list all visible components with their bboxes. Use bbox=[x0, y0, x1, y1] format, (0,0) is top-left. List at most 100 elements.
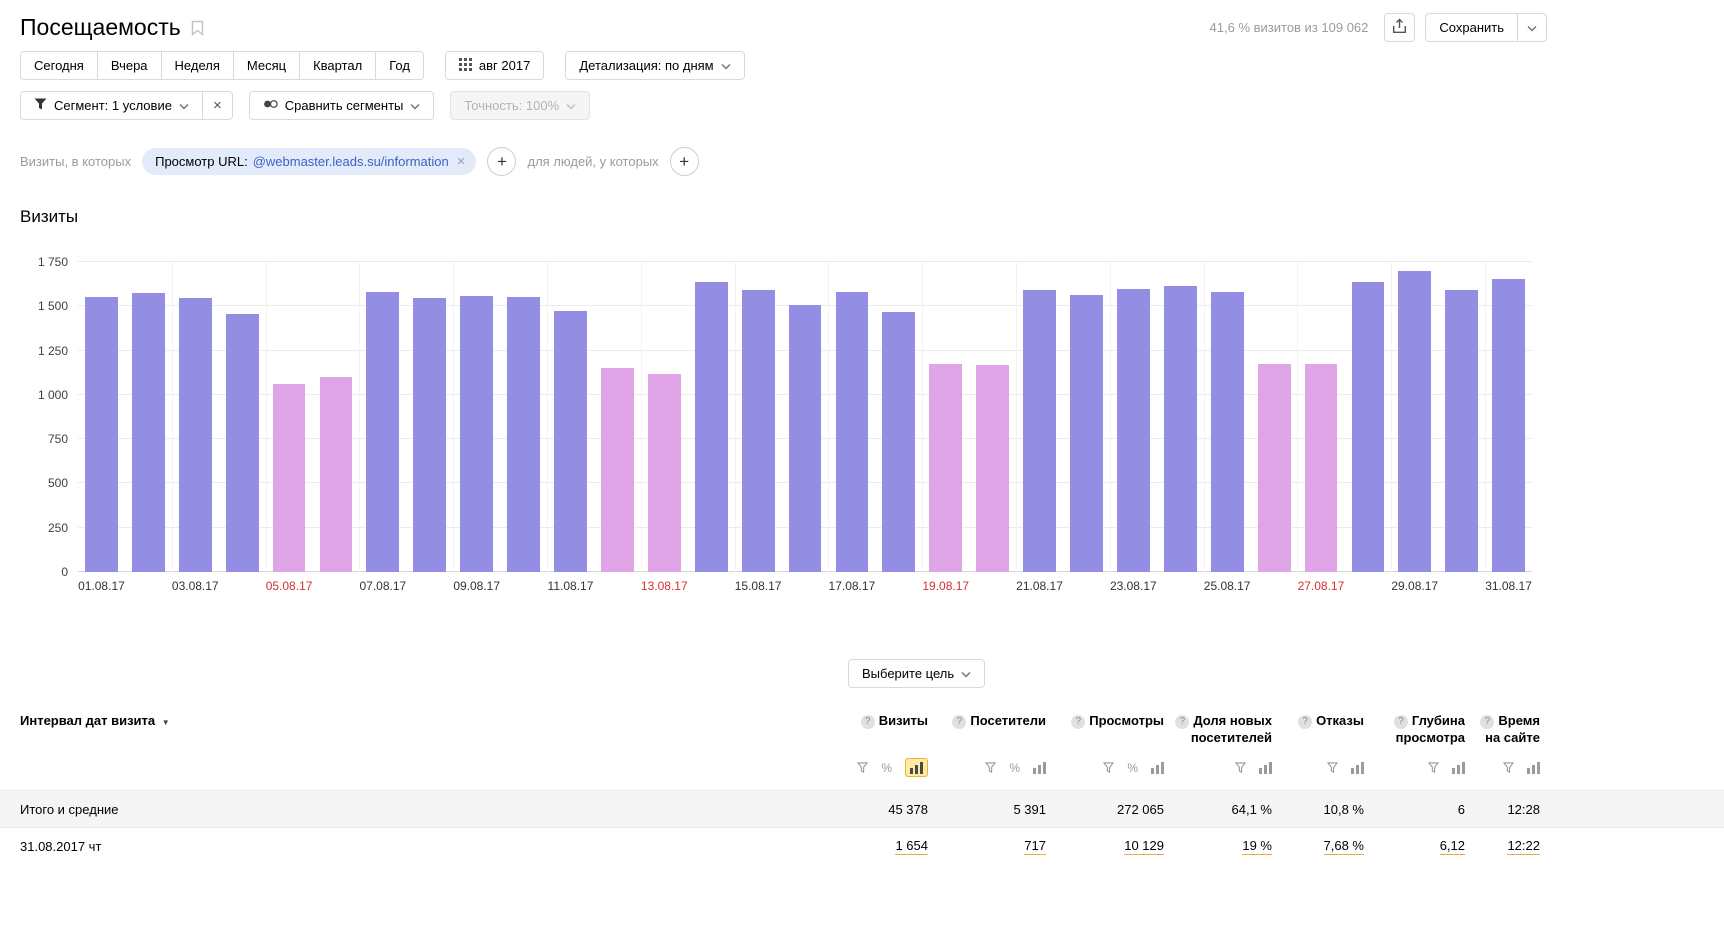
select-goal-button[interactable]: Выберите цель bbox=[848, 659, 986, 688]
bar-22.08.17[interactable] bbox=[1070, 294, 1103, 572]
bar-21.08.17[interactable] bbox=[1023, 290, 1056, 572]
bar-06.08.17[interactable] bbox=[319, 377, 353, 572]
period-button-5[interactable]: Год bbox=[375, 51, 424, 80]
percent-icon[interactable]: % bbox=[1009, 760, 1020, 775]
active-metric-icon[interactable] bbox=[905, 758, 928, 777]
bar-05.08.17[interactable] bbox=[272, 384, 306, 572]
bar-25.08.17[interactable] bbox=[1210, 292, 1244, 572]
column-header-1[interactable]: ? Посетители bbox=[928, 700, 1046, 748]
help-icon[interactable]: ? bbox=[1298, 715, 1313, 729]
save-button[interactable]: Сохранить bbox=[1425, 13, 1518, 42]
bar-slot bbox=[1157, 262, 1204, 572]
bar-24.08.17[interactable] bbox=[1163, 285, 1197, 572]
row-label[interactable]: 31.08.2017 чт bbox=[20, 838, 102, 854]
column-header-3[interactable]: ? Доля новых посетителей bbox=[1164, 700, 1272, 748]
filter-icon[interactable] bbox=[857, 762, 869, 773]
bar-26.08.17[interactable] bbox=[1257, 363, 1291, 572]
bar-31.08.17[interactable] bbox=[1492, 279, 1526, 572]
bar-03.08.17[interactable] bbox=[178, 298, 212, 572]
help-icon[interactable]: ? bbox=[1175, 715, 1190, 729]
accuracy-dropdown[interactable]: Точность: 100% bbox=[450, 91, 591, 120]
help-icon[interactable]: ? bbox=[1393, 715, 1408, 729]
chart-icon[interactable] bbox=[1033, 761, 1046, 774]
percent-icon[interactable]: % bbox=[881, 760, 892, 775]
people-filter-label: для людей, у которых bbox=[527, 154, 659, 169]
save-dropdown-button[interactable] bbox=[1517, 13, 1547, 42]
bar-28.08.17[interactable] bbox=[1351, 282, 1385, 572]
percent-icon[interactable]: % bbox=[1127, 760, 1138, 775]
filter-icon[interactable] bbox=[1235, 762, 1246, 773]
compare-segments-button[interactable]: Сравнить сегменты bbox=[248, 91, 435, 120]
detail-dropdown[interactable]: Детализация: по дням bbox=[565, 51, 745, 80]
filter-icon[interactable] bbox=[985, 762, 997, 773]
cell-value[interactable]: 7,68 % bbox=[1323, 837, 1364, 855]
chart-icon[interactable] bbox=[1151, 761, 1164, 774]
bar-09.08.17[interactable] bbox=[460, 295, 494, 572]
table-row[interactable]: 31.08.2017 чт 1 654 717 10 129 19 % 7,68 % 6,1… bbox=[0, 827, 1724, 864]
chip-remove-icon[interactable]: × bbox=[456, 153, 466, 170]
help-icon[interactable]: ? bbox=[1480, 715, 1495, 729]
bar-07.08.17[interactable] bbox=[366, 292, 400, 572]
cell-value: 6 bbox=[1457, 801, 1465, 817]
bar-01.08.17[interactable] bbox=[85, 296, 118, 572]
period-button-4[interactable]: Квартал bbox=[299, 51, 377, 80]
help-icon[interactable]: ? bbox=[952, 715, 967, 729]
chart-icon[interactable] bbox=[1527, 761, 1540, 774]
cell-value[interactable]: 717 bbox=[1024, 837, 1046, 855]
calendar-button[interactable]: авг 2017 bbox=[444, 51, 545, 80]
cell-value[interactable]: 19 % bbox=[1242, 837, 1272, 855]
bar-30.08.17[interactable] bbox=[1445, 290, 1479, 572]
chip-url-link[interactable]: @webmaster.leads.su/information bbox=[252, 154, 449, 169]
bar-04.08.17[interactable] bbox=[225, 314, 259, 572]
url-filter-chip[interactable]: Просмотр URL: @webmaster.leads.su/inform… bbox=[142, 148, 477, 175]
segment-remove-button[interactable]: × bbox=[201, 91, 233, 120]
bar-13.08.17[interactable] bbox=[647, 373, 681, 572]
cell-value[interactable]: 12:22 bbox=[1507, 837, 1540, 855]
cell-value[interactable]: 6,12 bbox=[1439, 837, 1465, 855]
bar-11.08.17[interactable] bbox=[554, 310, 587, 572]
period-button-0[interactable]: Сегодня bbox=[20, 51, 98, 80]
period-button-3[interactable]: Месяц bbox=[232, 51, 301, 80]
cell-value[interactable]: 1 654 bbox=[895, 837, 928, 855]
chart-icon[interactable] bbox=[1259, 761, 1272, 774]
help-icon[interactable]: ? bbox=[860, 715, 875, 729]
export-button[interactable] bbox=[1384, 13, 1416, 42]
filter-icon[interactable] bbox=[1103, 762, 1115, 773]
filter-icon[interactable] bbox=[1327, 762, 1338, 773]
column-header-6[interactable]: ? Время на сайте bbox=[1465, 700, 1540, 748]
bar-14.08.17[interactable] bbox=[694, 281, 728, 572]
gridline-vertical bbox=[547, 262, 549, 572]
bar-02.08.17[interactable] bbox=[131, 293, 165, 572]
chart-icon[interactable] bbox=[910, 762, 923, 774]
bar-23.08.17[interactable] bbox=[1116, 289, 1150, 572]
column-header-5[interactable]: ? Глубина просмотра bbox=[1393, 713, 1465, 745]
bar-29.08.17[interactable] bbox=[1398, 270, 1432, 572]
bar-10.08.17[interactable] bbox=[507, 297, 541, 572]
help-icon[interactable]: ? bbox=[1071, 715, 1086, 729]
column-header-4[interactable]: ? Отказы bbox=[1272, 700, 1364, 748]
bar-12.08.17[interactable] bbox=[601, 368, 634, 572]
bar-15.08.17[interactable] bbox=[741, 290, 775, 572]
bar-19.08.17[interactable] bbox=[929, 363, 963, 572]
bar-17.08.17[interactable] bbox=[835, 292, 869, 572]
add-people-condition-button[interactable]: + bbox=[669, 147, 699, 176]
column-header-0[interactable]: ? Визиты bbox=[818, 700, 928, 748]
bar-08.08.17[interactable] bbox=[413, 298, 447, 572]
filter-icon[interactable] bbox=[1503, 762, 1514, 773]
bar-20.08.17[interactable] bbox=[976, 364, 1010, 572]
chart-icon[interactable] bbox=[1452, 761, 1465, 774]
chart-icon[interactable] bbox=[1351, 761, 1364, 774]
add-visit-condition-button[interactable]: + bbox=[487, 147, 517, 176]
bookmark-icon[interactable] bbox=[191, 20, 204, 36]
bar-16.08.17[interactable] bbox=[788, 305, 822, 572]
period-button-2[interactable]: Неделя bbox=[160, 51, 234, 80]
bar-18.08.17[interactable] bbox=[882, 311, 916, 572]
period-button-1[interactable]: Вчера bbox=[96, 51, 162, 80]
bar-27.08.17[interactable] bbox=[1304, 363, 1338, 572]
date-column-header[interactable]: Интервал дат визита ▼ bbox=[20, 700, 818, 748]
filter-icon[interactable] bbox=[1428, 762, 1439, 773]
segment-dropdown[interactable]: Сегмент: 1 условие bbox=[20, 91, 203, 120]
table-row[interactable]: Итого и средние 45 378 5 391 272 065 64,1 % 1… bbox=[0, 790, 1724, 827]
cell-value[interactable]: 10 129 bbox=[1124, 837, 1164, 855]
column-header-2[interactable]: ? Просмотры bbox=[1046, 700, 1164, 748]
